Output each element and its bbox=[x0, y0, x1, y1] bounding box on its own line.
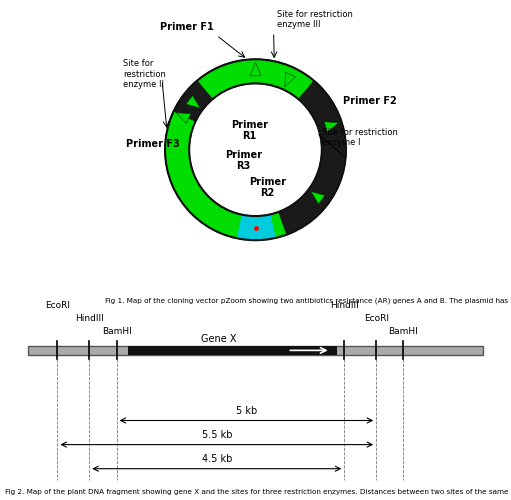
Text: Primer F3: Primer F3 bbox=[126, 138, 179, 148]
Text: Gene X: Gene X bbox=[201, 334, 237, 344]
Text: HindIII: HindIII bbox=[75, 314, 104, 323]
Polygon shape bbox=[176, 113, 191, 124]
Polygon shape bbox=[285, 72, 295, 87]
Text: HindIII: HindIII bbox=[330, 301, 359, 310]
Polygon shape bbox=[250, 62, 261, 76]
Text: 5 kb: 5 kb bbox=[236, 406, 257, 415]
Text: BamHI: BamHI bbox=[388, 327, 419, 336]
Text: EcoRI: EcoRI bbox=[45, 301, 70, 310]
Text: EcoRI: EcoRI bbox=[364, 314, 389, 323]
Polygon shape bbox=[311, 192, 325, 204]
Text: Primer F1: Primer F1 bbox=[159, 22, 213, 32]
Text: Fig 2. Map of the plant DNA fragment showing gene X and the sites for three rest: Fig 2. Map of the plant DNA fragment sho… bbox=[5, 489, 511, 495]
Polygon shape bbox=[197, 60, 314, 99]
Text: Primer
R3: Primer R3 bbox=[225, 150, 262, 172]
Text: Primer F2: Primer F2 bbox=[343, 96, 397, 106]
Text: Primer
R2: Primer R2 bbox=[249, 177, 286, 199]
Polygon shape bbox=[237, 214, 276, 240]
Bar bbox=[28, 346, 483, 354]
Text: Site for
restriction
enzyme II: Site for restriction enzyme II bbox=[123, 60, 166, 89]
Text: Fig 1. Map of the cloning vector pZoom showing two antibiotics resistance (AR) g: Fig 1. Map of the cloning vector pZoom s… bbox=[105, 297, 511, 304]
Text: Primer
R1: Primer R1 bbox=[231, 120, 268, 141]
Text: 5.5 kb: 5.5 kb bbox=[201, 430, 232, 440]
Text: Site for restriction
enzyme I: Site for restriction enzyme I bbox=[322, 128, 398, 148]
Polygon shape bbox=[186, 96, 200, 108]
Bar bbox=[128, 346, 337, 354]
Text: 4.5 kb: 4.5 kb bbox=[202, 454, 232, 464]
Polygon shape bbox=[324, 122, 339, 132]
Polygon shape bbox=[165, 112, 287, 240]
Text: BamHI: BamHI bbox=[102, 327, 131, 336]
Text: Site for restriction
enzyme III: Site for restriction enzyme III bbox=[276, 10, 353, 29]
